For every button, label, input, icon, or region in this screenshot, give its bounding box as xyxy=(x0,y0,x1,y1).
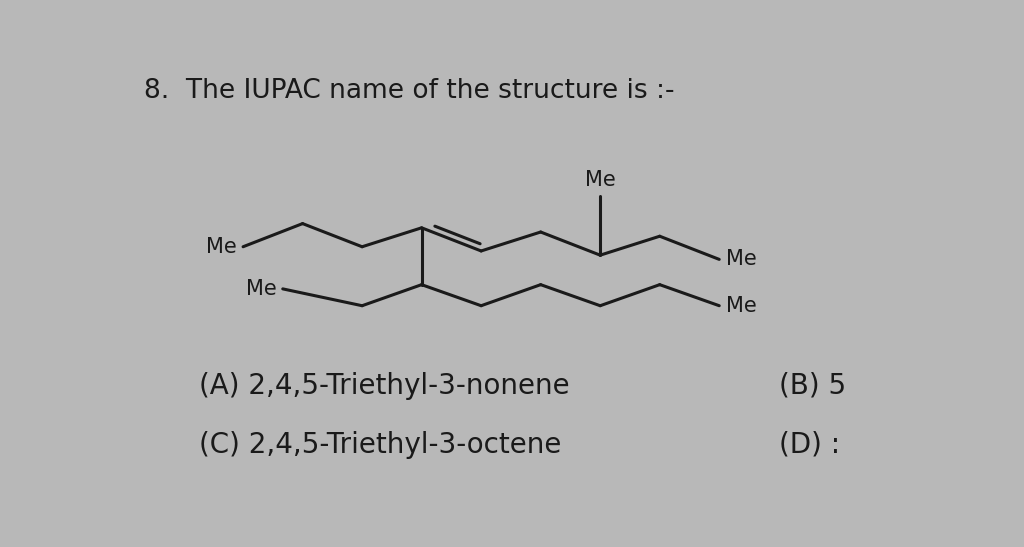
Text: 8.  The IUPAC name of the structure is :-: 8. The IUPAC name of the structure is :- xyxy=(143,78,675,104)
Text: Me: Me xyxy=(726,296,757,316)
Text: Me: Me xyxy=(726,249,757,269)
Text: (A) 2,4,5-Triethyl-3-nonene: (A) 2,4,5-Triethyl-3-nonene xyxy=(200,372,570,400)
Text: (D) :: (D) : xyxy=(778,430,840,459)
Text: (B) 5: (B) 5 xyxy=(778,372,846,400)
Text: Me: Me xyxy=(206,237,237,257)
Text: Me: Me xyxy=(585,170,615,190)
Text: (C) 2,4,5-Triethyl-3-octene: (C) 2,4,5-Triethyl-3-octene xyxy=(200,430,562,459)
Text: Me: Me xyxy=(246,279,276,299)
